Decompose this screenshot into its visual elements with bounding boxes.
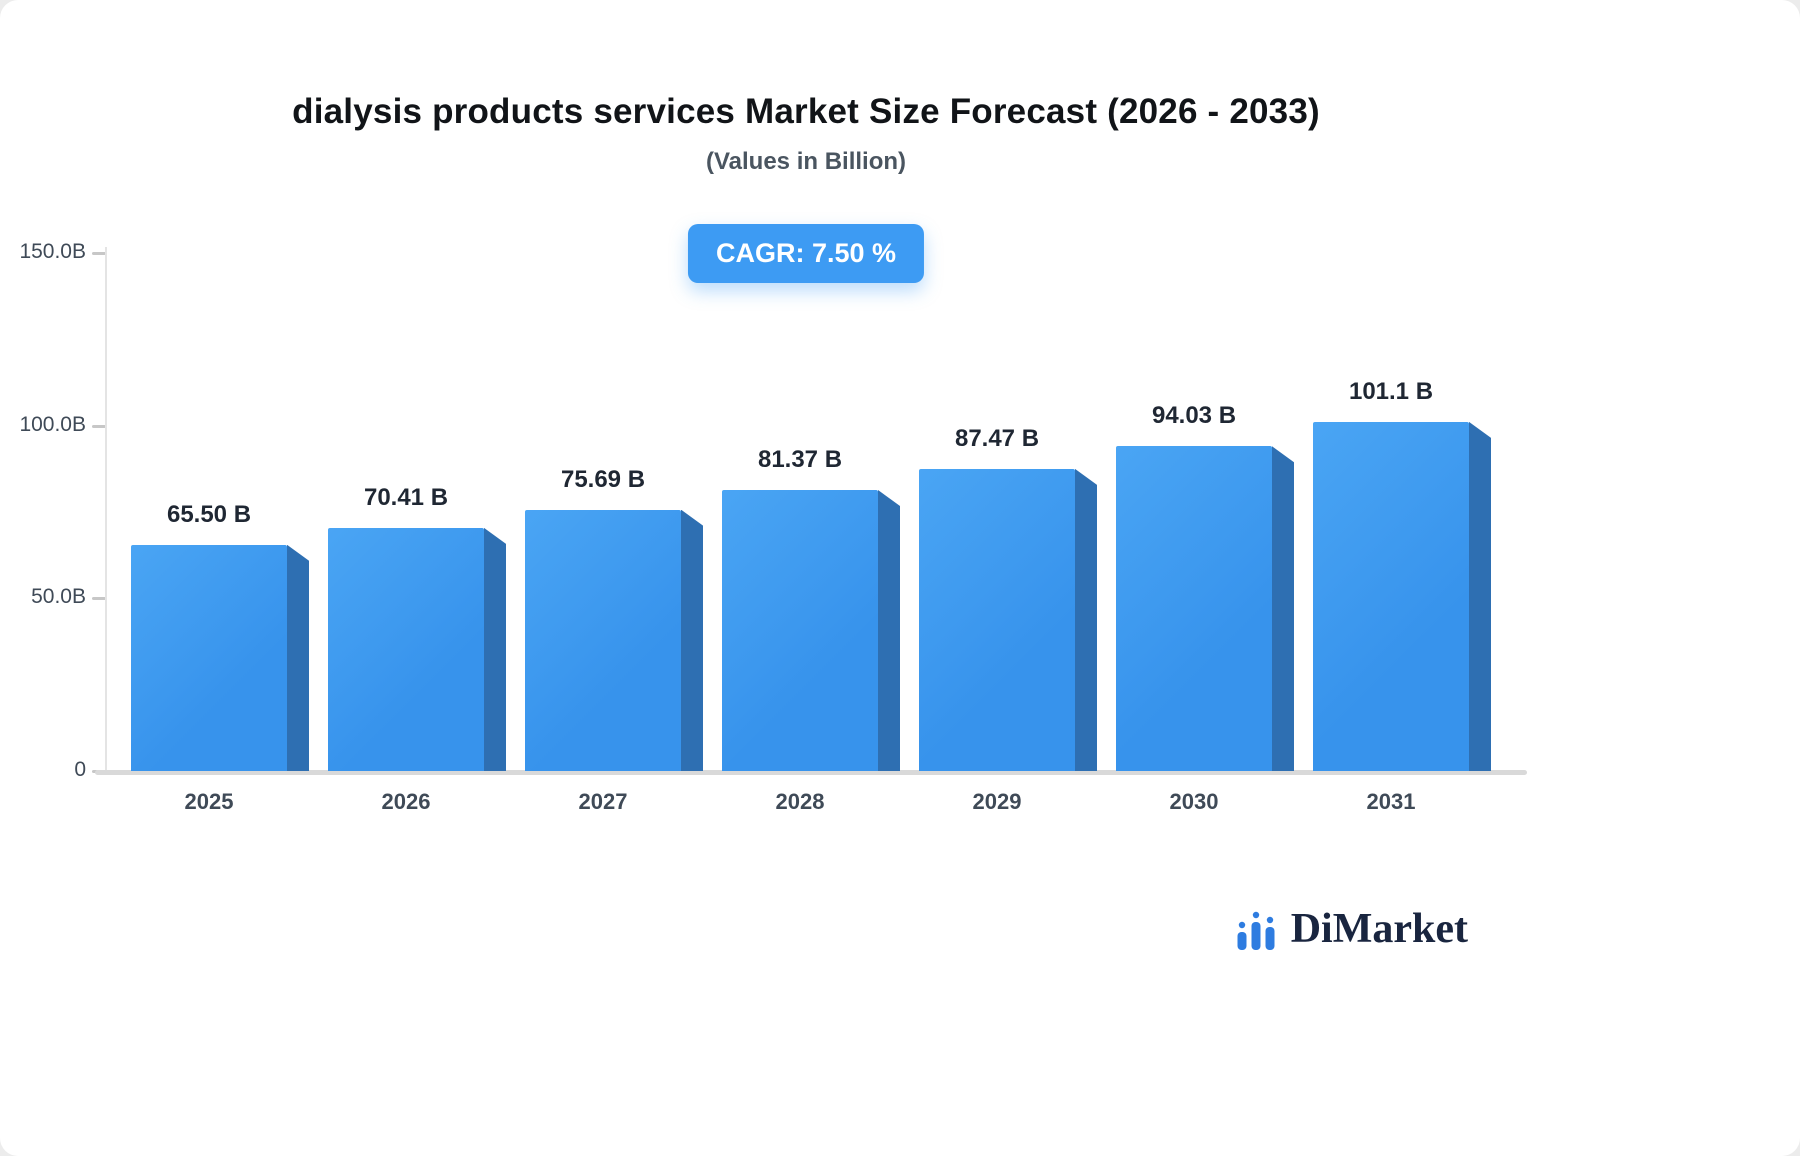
x-tick-label-2030: 2030	[1169, 789, 1219, 814]
bar-2029	[919, 468, 1075, 771]
value-label-2028: 81.37 B	[757, 446, 843, 473]
bar-side-2025	[287, 544, 309, 771]
bar-side-2031	[1469, 421, 1491, 771]
value-label-2029: 87.47 B	[954, 424, 1040, 452]
y-axis-line	[105, 247, 107, 773]
y-tick-mark-150.0B	[92, 252, 106, 255]
x-tick-label-2027: 2027	[578, 789, 628, 814]
bar-2026	[328, 527, 484, 771]
x-axis-line	[95, 770, 1527, 775]
bar-2027	[525, 509, 681, 771]
x-tick-label-2025: 2025	[184, 789, 234, 814]
y-axis: 150.0B 100.0B 50.0B 0	[0, 240, 108, 781]
y-tick-label-150.0B: 150.0B	[19, 240, 86, 263]
value-label-2026: 70.41 B	[363, 483, 449, 511]
value-label-2030: 94.03 B	[1151, 402, 1237, 430]
bar-2030	[1116, 446, 1272, 771]
bar-side-2026	[484, 527, 506, 771]
value-label-2031: 101.1 B	[1348, 377, 1434, 405]
y-tick-label-100.0B: 100.0B	[19, 412, 86, 436]
brand-logo: DiMarket	[1235, 905, 1468, 953]
bar-side-2027	[681, 509, 703, 771]
x-tick-label-2026: 2026	[381, 789, 431, 814]
brand-name: DiMarket	[1290, 906, 1468, 952]
bar-side-2029	[1075, 468, 1097, 771]
bar-side-2030	[1272, 446, 1294, 771]
bar-2025	[131, 544, 287, 771]
bar-2031	[1313, 421, 1469, 771]
chart-title: dialysis products services Market Size F…	[292, 92, 1320, 131]
dimarket-logo-icon	[1237, 911, 1275, 950]
x-tick-label-2028: 2028	[775, 789, 825, 814]
y-tick-label-0: 0	[74, 758, 86, 781]
cagr-badge: CAGR: 7.50 %	[687, 224, 925, 283]
x-tick-label-2029: 2029	[972, 789, 1022, 814]
bar-side-2028	[878, 490, 900, 771]
value-label-2025: 65.50 B	[166, 500, 252, 528]
y-tick-mark-50.0B	[92, 597, 106, 601]
y-tick-mark-100.0B	[92, 424, 106, 428]
bar-2028	[722, 490, 878, 771]
x-tick-label-2031: 2031	[1366, 789, 1416, 814]
chart-subtitle: (Values in Billion)	[705, 148, 907, 175]
y-tick-label-50.0B: 50.0B	[31, 585, 86, 609]
value-label-2027: 75.69 B	[560, 465, 646, 493]
plot-area: 65.50 B 2025 70.41 B 2026 75.69 B 2027 81.37 B…	[95, 247, 1527, 814]
